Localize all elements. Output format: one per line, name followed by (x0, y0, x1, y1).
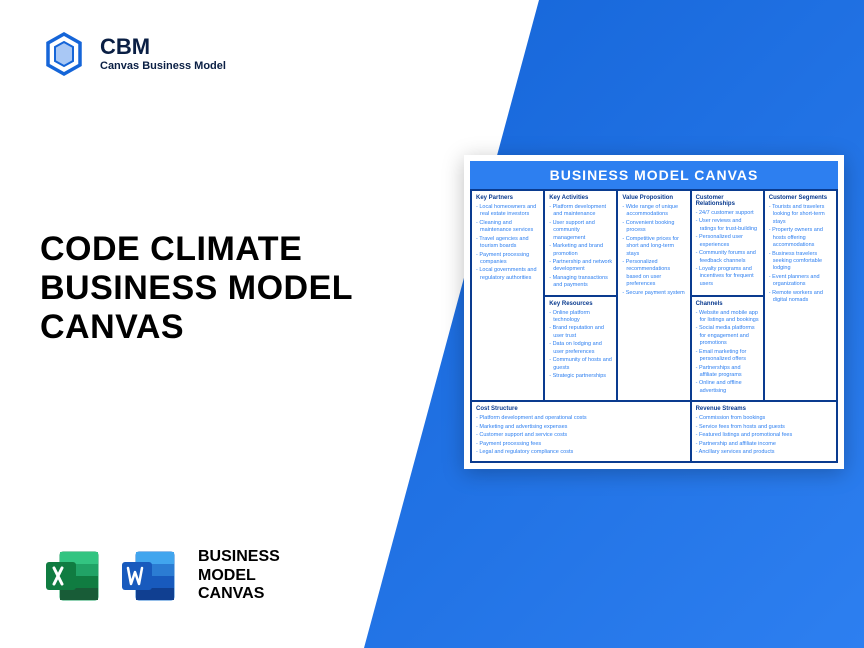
list-item: Cleaning and maintenance services (476, 220, 539, 235)
list-item: Partnership and network development (549, 259, 612, 274)
list-item: User support and community management (549, 220, 612, 242)
cell-key-resources: Key Resources Online platform technology… (544, 296, 617, 402)
list-item: Tourists and travelers looking for short… (769, 204, 832, 226)
list-item: Marketing and brand promotion (549, 243, 612, 258)
word-icon (116, 544, 180, 608)
app-icons-row: BUSINESSMODELCANVAS (40, 544, 280, 608)
cell-customer-segments: Customer Segments Tourists and travelers… (764, 190, 837, 401)
main-title: CODE CLIMATE BUSINESS MODEL CANVAS (40, 230, 400, 347)
list-item: Platform development and operational cos… (476, 415, 686, 422)
cell-revenue-streams: Revenue Streams Commission from bookings… (691, 401, 837, 462)
cell-key-activities: Key Activities Platform development and … (544, 190, 617, 296)
list-item: User reviews and ratings for trust-build… (696, 218, 759, 233)
canvas-preview: BUSINESS MODEL CANVAS Key Partners Local… (464, 155, 844, 469)
list-item: Convenient booking process (622, 220, 685, 235)
cell-cost-structure: Cost Structure Platform development and … (471, 401, 691, 462)
list-item: Personalized user experiences (696, 234, 759, 249)
list-item: Online and offline advertising (696, 380, 759, 395)
list-item: Community forums and feedback channels (696, 250, 759, 265)
page-title: CODE CLIMATE BUSINESS MODEL CANVAS (40, 230, 400, 347)
cell-channels: Channels Website and mobile app for list… (691, 296, 764, 402)
cell-customer-relationships: Customer Relationships 24/7 customer sup… (691, 190, 764, 296)
list-item: Data on lodging and user preferences (549, 341, 612, 356)
canvas-grid: Key Partners Local homeowners and real e… (470, 189, 838, 463)
list-item: Wide range of unique accommodations (622, 204, 685, 219)
canvas-header: BUSINESS MODEL CANVAS (470, 161, 838, 189)
list-item: Social media platforms for engagement an… (696, 325, 759, 347)
list-item: Commission from bookings (696, 415, 832, 422)
list-item: Loyalty programs and incentives for freq… (696, 266, 759, 288)
list-item: Partnership and affiliate income (696, 441, 832, 448)
list-item: Community of hosts and guests (549, 357, 612, 372)
list-item: Payment processing fees (476, 441, 686, 448)
list-item: Property owners and hosts offering accom… (769, 227, 832, 249)
list-item: Managing transactions and payments (549, 275, 612, 290)
list-item: Business travelers seeking comfortable l… (769, 251, 832, 273)
list-item: Ancillary services and products (696, 449, 832, 456)
list-item: Legal and regulatory compliance costs (476, 449, 686, 456)
list-item: Service fees from hosts and guests (696, 424, 832, 431)
list-item: Brand reputation and user trust (549, 325, 612, 340)
list-item: Competitive prices for short and long-te… (622, 236, 685, 258)
list-item: Customer support and service costs (476, 432, 686, 439)
list-item: Payment processing companies (476, 252, 539, 267)
list-item: Website and mobile app for listings and … (696, 310, 759, 325)
list-item: Personalized recommendations based on us… (622, 259, 685, 289)
list-item: Local homeowners and real estate investo… (476, 204, 539, 219)
list-item: Local governments and regulatory authori… (476, 267, 539, 282)
app-label: BUSINESSMODELCANVAS (198, 548, 280, 603)
list-item: Remote workers and digital nomads (769, 290, 832, 305)
excel-icon (40, 544, 104, 608)
logo-title: CBM (100, 36, 226, 58)
list-item: Marketing and advertising expenses (476, 424, 686, 431)
cell-key-partners: Key Partners Local homeowners and real e… (471, 190, 544, 401)
logo-area: CBM Canvas Business Model (40, 30, 226, 78)
list-item: Email marketing for personalized offers (696, 349, 759, 364)
list-item: Partnerships and affiliate programs (696, 365, 759, 380)
list-item: Platform development and maintenance (549, 204, 612, 219)
list-item: Event planners and organizations (769, 274, 832, 289)
logo-subtitle: Canvas Business Model (100, 60, 226, 72)
list-item: Secure payment system (622, 290, 685, 297)
cbm-logo-icon (40, 30, 88, 78)
list-item: Travel agencies and tourism boards (476, 236, 539, 251)
list-item: Strategic partnerships (549, 373, 612, 380)
cell-value-proposition: Value Proposition Wide range of unique a… (617, 190, 690, 401)
list-item: Online platform technology (549, 310, 612, 325)
list-item: 24/7 customer support (696, 210, 759, 217)
list-item: Featured listings and promotional fees (696, 432, 832, 439)
